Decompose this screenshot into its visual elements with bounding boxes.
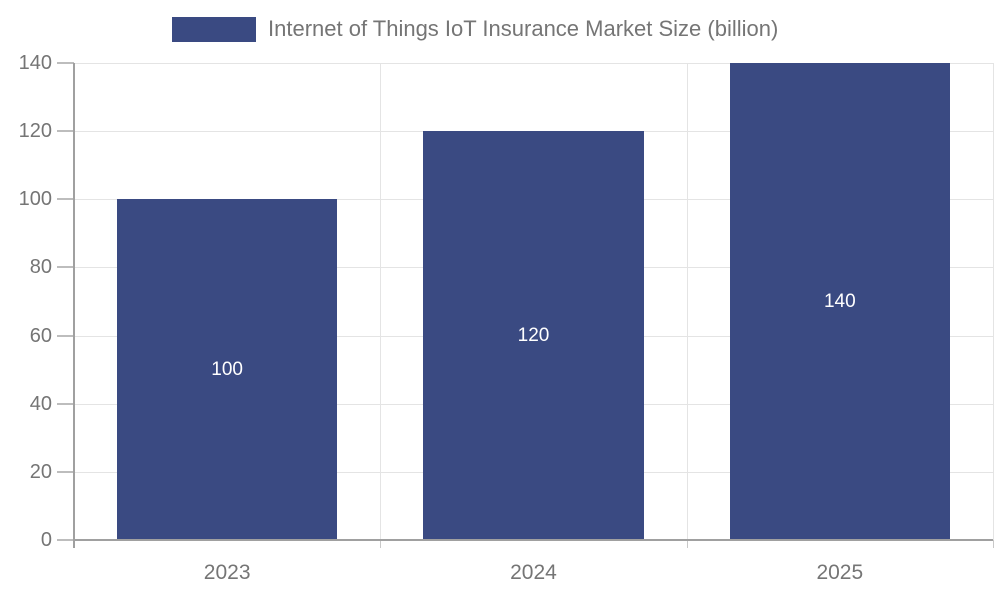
x-gridline [686, 63, 688, 540]
y-axis-tick [57, 198, 74, 201]
y-axis-tick [57, 62, 74, 64]
x-axis-tick [380, 540, 382, 548]
x-axis-label: 2024 [510, 561, 557, 584]
y-axis-tick [57, 130, 74, 133]
bar-value-label: 120 [517, 325, 550, 347]
y-axis-label: 60 [29, 324, 52, 347]
y-axis-label: 20 [29, 460, 52, 483]
legend-label: Internet of Things IoT Insurance Market … [268, 16, 779, 41]
y-axis-tick [57, 266, 74, 269]
x-axis-tick [993, 540, 994, 548]
y-axis-tick [57, 334, 74, 337]
y-axis-label: 100 [18, 188, 52, 211]
legend-item[interactable]: Internet of Things IoT Insurance Market … [172, 16, 778, 42]
x-axis-label: 2023 [203, 561, 251, 584]
y-axis-tick [57, 539, 74, 541]
y-axis-tick [57, 470, 74, 473]
y-axis-label: 120 [18, 120, 52, 143]
y-gridline [75, 63, 993, 64]
y-axis-label: 80 [29, 256, 52, 279]
x-axis-line [73, 539, 993, 541]
bar[interactable] [729, 63, 951, 539]
y-axis-label: 0 [40, 529, 52, 551]
x-gridline [993, 63, 994, 540]
legend-swatch [172, 16, 256, 42]
bar[interactable] [423, 131, 644, 539]
x-axis-label: 2025 [816, 561, 864, 584]
x-gridline [380, 63, 382, 540]
x-axis-tick [686, 540, 688, 548]
bar[interactable] [116, 199, 338, 539]
bar-value-label: 140 [823, 291, 856, 312]
y-axis-label: 140 [18, 52, 52, 74]
y-axis-label: 40 [29, 392, 52, 415]
bar-value-label: 100 [211, 359, 243, 381]
y-axis-tick [57, 402, 74, 405]
y-axis-line [73, 63, 75, 548]
